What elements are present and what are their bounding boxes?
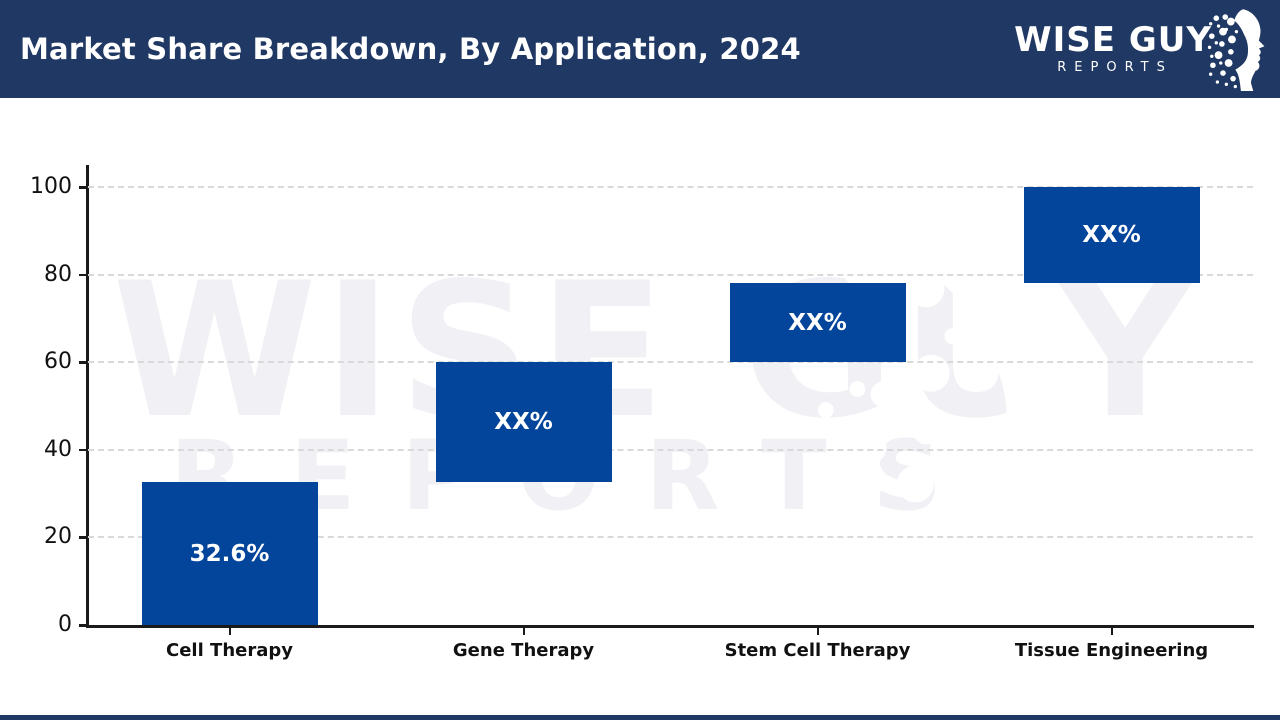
y-tick-mark-80 (79, 273, 88, 277)
bar-value-label: 32.6% (189, 540, 270, 567)
y-tick-mark-0 (79, 624, 88, 627)
gridline-80 (88, 273, 1253, 276)
page-title: Market Share Breakdown, By Application, … (20, 32, 801, 66)
category-label-gene-therapy: Gene Therapy (452, 640, 595, 661)
wise-guy-reports-logo: WISE GUY REPORTS (1014, 6, 1268, 92)
bar-value-label: XX% (788, 309, 847, 336)
y-tick-mark-100 (79, 186, 88, 189)
footer-strip (0, 715, 1280, 720)
y-tick-mark-60 (79, 361, 88, 364)
y-tick-mark-20 (79, 536, 88, 539)
y-tick-label-0: 0 (58, 612, 72, 637)
logo-text: WISE GUY REPORTS (1014, 23, 1212, 75)
y-tick-label-40: 40 (44, 436, 72, 462)
logo-wordmark: WISE GUY (1014, 20, 1212, 60)
y-tick-label-80: 80 (44, 261, 72, 287)
y-tick-mark-40 (79, 448, 88, 452)
plot: 0 20 40 60 80 100 32.6% Cell Therapy XX% Gene The… (0, 98, 1280, 715)
y-tick-label-60: 60 (44, 349, 72, 375)
bar-tissue-engineering: XX% (1023, 187, 1200, 284)
category-label-stem-cell-therapy: Stem Cell Therapy (724, 640, 911, 661)
bar-value-label: XX% (494, 409, 553, 436)
bar-value-label: XX% (1082, 222, 1141, 249)
gridline-20 (88, 536, 1253, 539)
y-axis (86, 165, 89, 627)
y-tick-label-100: 100 (30, 174, 72, 199)
x-tick-mark-stem-cell-therapy (816, 627, 819, 635)
logo-subtitle: REPORTS (1057, 60, 1173, 75)
x-tick-mark-tissue-engineering (1110, 627, 1113, 635)
header-bar: Market Share Breakdown, By Application, … (0, 0, 1280, 98)
x-tick-mark-cell-therapy (228, 627, 231, 635)
gridline-100 (88, 186, 1253, 188)
gridline-40 (88, 448, 1253, 451)
bar-stem-cell-therapy: XX% (729, 283, 906, 363)
gridline-60 (88, 361, 1253, 364)
logo-head-icon (1207, 9, 1265, 91)
bar-cell-therapy: 32.6% (141, 482, 318, 625)
y-tick-label-20: 20 (44, 524, 72, 550)
x-tick-mark-gene-therapy (522, 627, 525, 635)
category-label-tissue-engineering: Tissue Engineering (1014, 640, 1209, 661)
x-axis (86, 625, 1254, 628)
category-label-cell-therapy: Cell Therapy (166, 640, 293, 661)
bar-gene-therapy: XX% (435, 362, 612, 483)
